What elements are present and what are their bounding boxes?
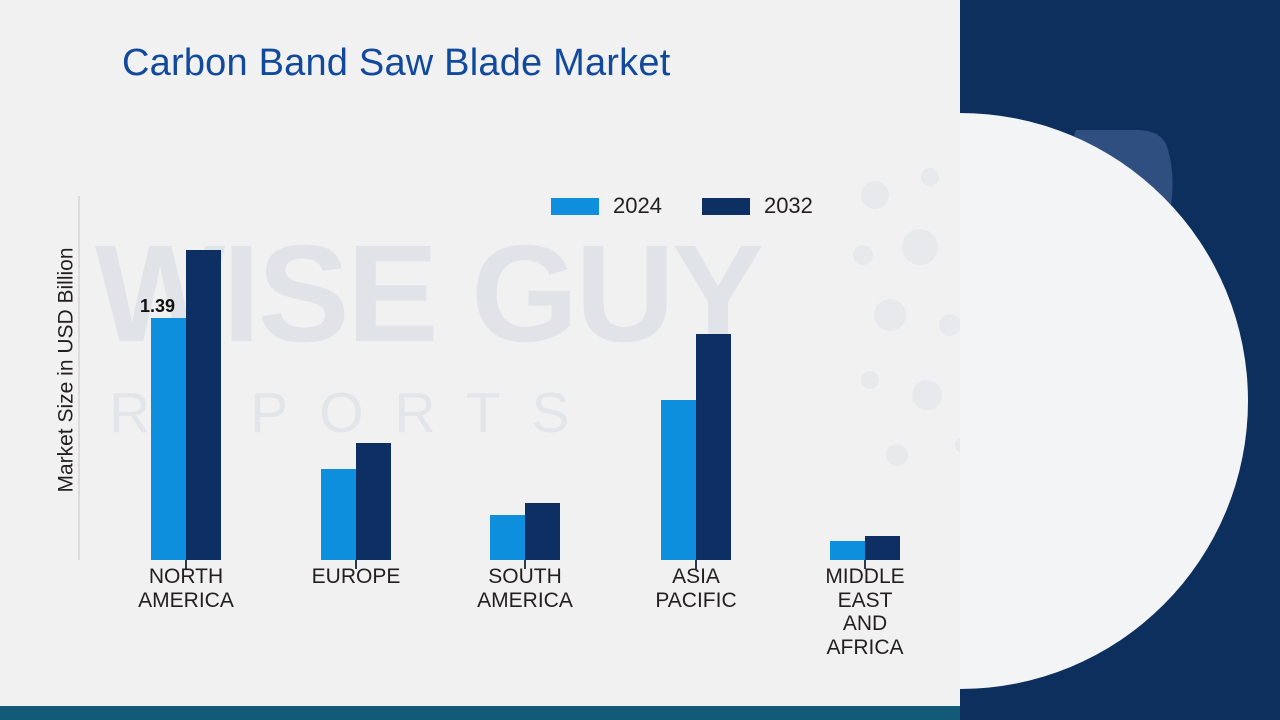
legend-swatch-2032: [701, 197, 750, 215]
x-axis-category-label: EUROPE: [281, 565, 431, 589]
x-axis-category-line: AMERICA: [138, 588, 234, 612]
x-axis-category-line: EAST: [837, 588, 893, 612]
x-axis-category-line: MIDDLE: [825, 565, 905, 588]
x-axis-category-line: AFRICA: [826, 635, 904, 659]
x-axis-category-line: AMERICA: [477, 588, 573, 612]
x-axis-category-label: MIDDLE EAST AND AFRICA: [790, 565, 940, 659]
bar-2032-south-america[interactable]: [525, 503, 560, 560]
page-title: Carbon Band Saw Blade Market: [122, 42, 671, 84]
axis-tick: [355, 560, 357, 569]
bar-2032-asia-pacific[interactable]: [696, 334, 731, 560]
bottom-accent-strip: [0, 706, 960, 720]
legend-item-2032[interactable]: 2032: [701, 193, 813, 219]
bar-2024-middle-east-and-africa[interactable]: [830, 541, 865, 560]
bar-chart: Market Size in USD Billion 2024 2032 1.3…: [55, 193, 940, 659]
bar-2032-north-america[interactable]: [186, 250, 221, 560]
axis-tick: [864, 560, 866, 569]
legend-label-2032: 2032: [763, 193, 813, 218]
chart-legend: 2024 2032: [551, 193, 813, 219]
x-axis-category-line: AND: [842, 612, 888, 635]
x-axis-category-label: NORTH AMERICA: [111, 565, 261, 612]
bar-2024-europe[interactable]: [321, 469, 356, 560]
x-axis-category-line: EUROPE: [311, 565, 401, 588]
x-axis-category-line: PACIFIC: [655, 588, 737, 612]
legend-label-2024: 2024: [613, 193, 662, 218]
brand-panel: WISE GUY REPORTS: [960, 0, 1280, 720]
bar-value-label: 1.39: [140, 296, 176, 316]
x-axis-category-line: NORTH: [148, 565, 224, 588]
x-axis-category-label: SOUTH AMERICA: [450, 565, 600, 612]
axis-tick: [185, 560, 187, 569]
bar-2024-north-america[interactable]: [151, 318, 186, 560]
legend-item-2024[interactable]: 2024: [551, 193, 662, 219]
x-axis-category-label: ASIA PACIFIC: [621, 565, 771, 612]
bar-2024-asia-pacific[interactable]: [661, 400, 696, 560]
x-axis-category-line: SOUTH: [488, 565, 562, 588]
bar-2032-middle-east-and-africa[interactable]: [865, 536, 900, 560]
axis-tick: [524, 560, 526, 569]
plot-area: 1.39 NORTH AMERICA EUROPE SOUTH AMERICA ASIA PA…: [111, 250, 940, 659]
bar-2024-south-america[interactable]: [490, 515, 525, 560]
legend-swatch-2024: [551, 197, 599, 215]
y-axis-line: [78, 196, 80, 560]
bar-2032-europe[interactable]: [356, 443, 391, 560]
x-axis-category-line: ASIA: [672, 565, 720, 588]
axis-tick: [695, 560, 697, 569]
